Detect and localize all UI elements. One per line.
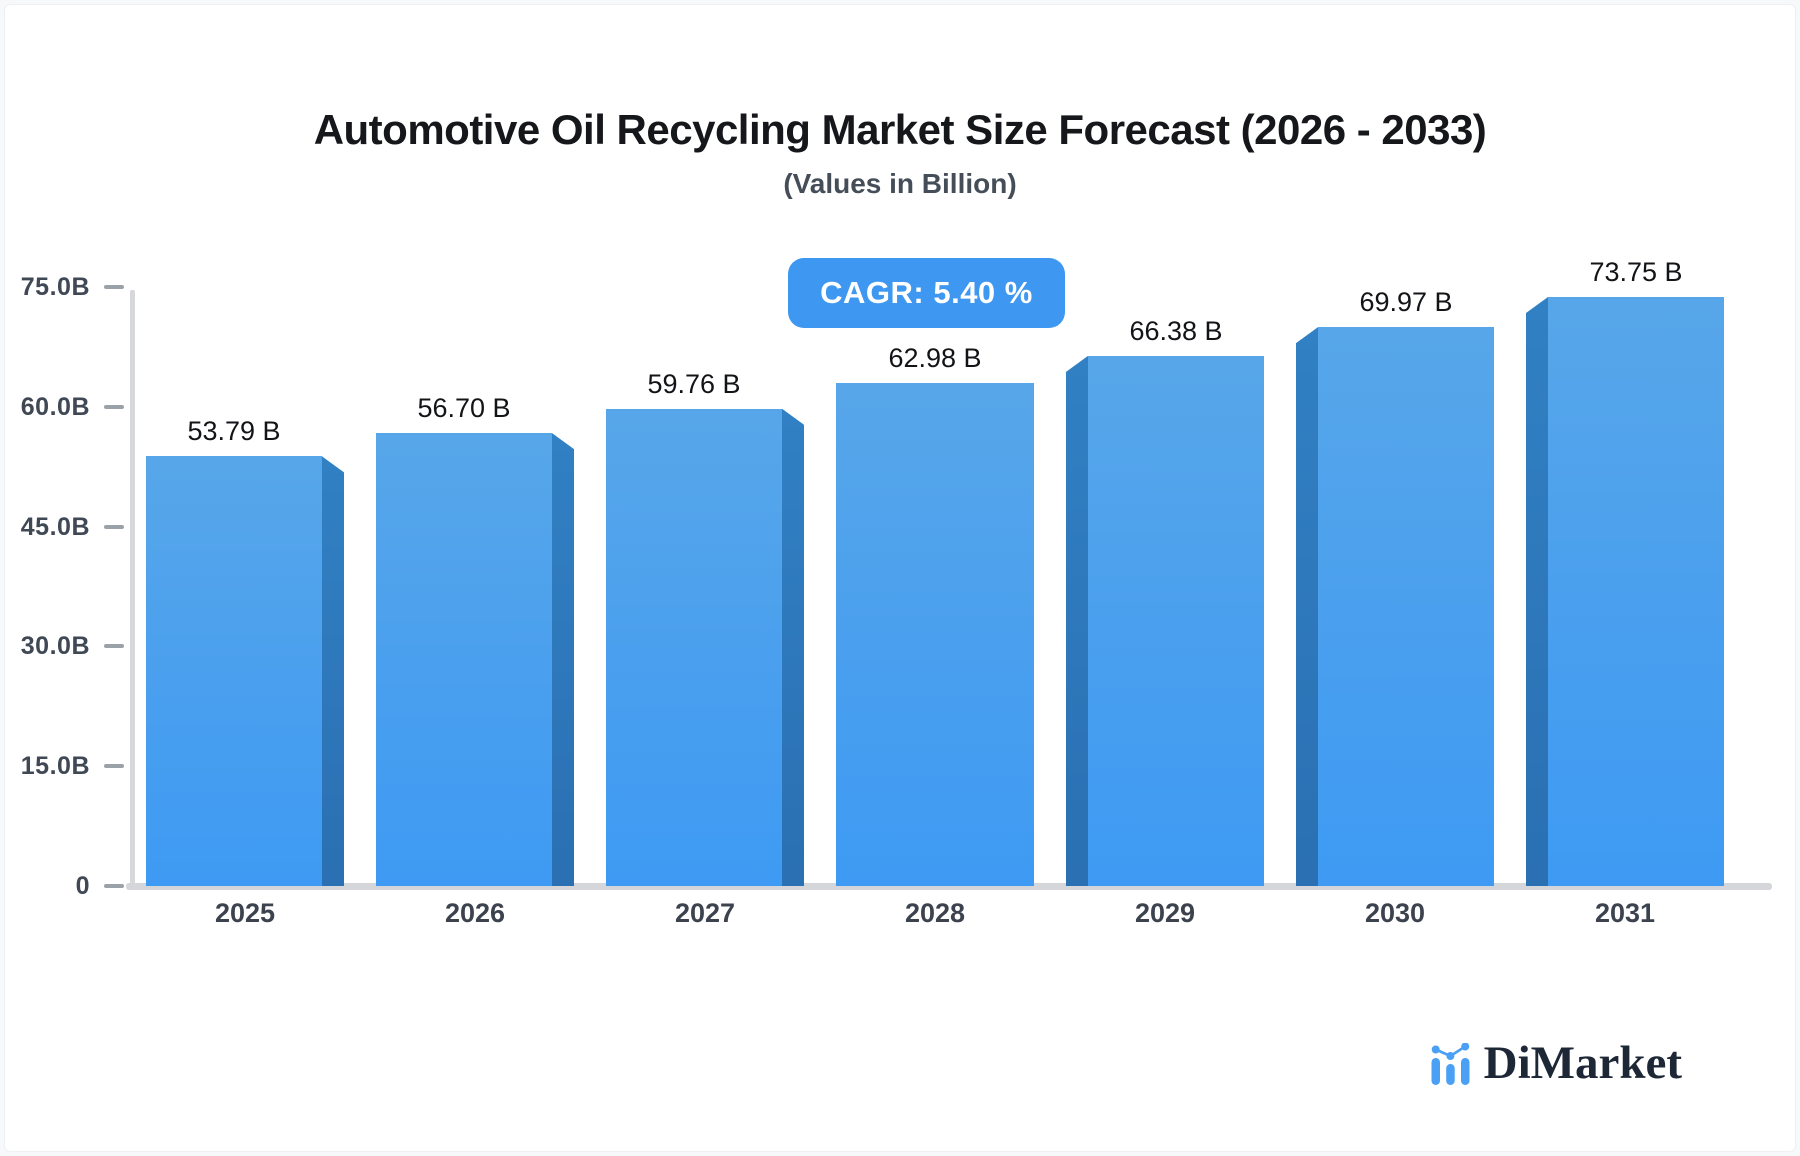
dimarket-logo-text: DiMarket bbox=[1483, 1037, 1682, 1089]
bar-value-label: 62.98 B bbox=[888, 342, 982, 373]
y-axis-tick-mark bbox=[104, 644, 124, 649]
y-axis-tick-mark bbox=[104, 764, 124, 769]
y-axis-tick-label: 75.0B bbox=[20, 273, 90, 301]
y-axis-tick-label: 0 bbox=[75, 872, 90, 900]
y-axis-tick-mark bbox=[104, 285, 124, 289]
x-axis-label-2025: 2025 bbox=[214, 898, 276, 928]
y-axis-tick: 30.0B bbox=[0, 631, 130, 661]
bar-value-label: 73.75 B bbox=[1589, 256, 1683, 287]
cagr-badge: CAGR: 5.40 % bbox=[788, 258, 1065, 328]
bar-side-3d bbox=[1066, 355, 1088, 886]
bar-2028 bbox=[836, 382, 1034, 886]
bar-face bbox=[1318, 327, 1494, 886]
bar-face bbox=[836, 382, 1034, 886]
bar-face bbox=[1548, 296, 1724, 886]
y-axis-tick-label: 30.0B bbox=[20, 632, 90, 661]
bar-side-3d bbox=[1296, 327, 1318, 886]
bar-2031 bbox=[1526, 296, 1724, 886]
chart-title: Automotive Oil Recycling Market Size For… bbox=[313, 106, 1487, 153]
y-axis-tick: 75.0B bbox=[0, 272, 130, 302]
bar-2029 bbox=[1066, 355, 1264, 886]
x-axis-label-2027: 2027 bbox=[674, 898, 736, 928]
y-axis-tick-mark bbox=[104, 404, 124, 409]
y-axis-tick-label: 45.0B bbox=[20, 512, 90, 541]
y-axis-tick: 15.0B bbox=[0, 751, 130, 781]
x-axis-label-2030: 2030 bbox=[1364, 898, 1426, 928]
bar-2026 bbox=[376, 433, 574, 886]
bar-chart-logo-icon bbox=[1431, 1043, 1470, 1085]
bar-value-label: 53.79 B bbox=[187, 416, 281, 447]
bar-face bbox=[606, 408, 782, 886]
y-axis-tick: 60.0B bbox=[0, 392, 130, 422]
bar-2025 bbox=[146, 456, 344, 886]
x-axis-label-2028: 2028 bbox=[904, 898, 966, 928]
bar-side-3d bbox=[782, 408, 804, 886]
y-axis-tick-mark bbox=[104, 524, 124, 529]
y-axis-tick: 45.0B bbox=[0, 512, 130, 542]
y-axis-tick-label: 15.0B bbox=[20, 752, 90, 781]
bar-face bbox=[376, 433, 552, 886]
cagr-badge-label: CAGR: 5.40 % bbox=[820, 275, 1033, 310]
bar-value-label: 66.38 B bbox=[1129, 315, 1223, 346]
bar-2030 bbox=[1296, 327, 1494, 886]
bar-value-label: 56.70 B bbox=[417, 393, 511, 424]
y-axis-tick-label: 60.0B bbox=[20, 392, 90, 421]
bar-side-3d bbox=[552, 433, 574, 886]
bar-face bbox=[1088, 355, 1264, 886]
chart-subtitle: (Values in Billion) bbox=[783, 168, 1017, 199]
bar-face bbox=[146, 456, 322, 886]
y-axis-line bbox=[130, 290, 135, 884]
bar-value-label: 69.97 B bbox=[1359, 287, 1453, 318]
bar-value-label: 59.76 B bbox=[647, 368, 741, 399]
y-axis-tick: 0 bbox=[0, 871, 130, 901]
x-axis-label-2029: 2029 bbox=[1134, 898, 1196, 928]
bar-2027 bbox=[606, 408, 804, 886]
bar-side-3d bbox=[1526, 296, 1548, 886]
y-axis-tick-mark bbox=[104, 884, 124, 888]
x-axis-line bbox=[126, 883, 1772, 890]
x-axis-label-2026: 2026 bbox=[444, 898, 506, 928]
bar-side-3d bbox=[322, 456, 344, 886]
dimarket-logo: DiMarket bbox=[1431, 1040, 1682, 1087]
x-axis-label-2031: 2031 bbox=[1594, 898, 1656, 928]
